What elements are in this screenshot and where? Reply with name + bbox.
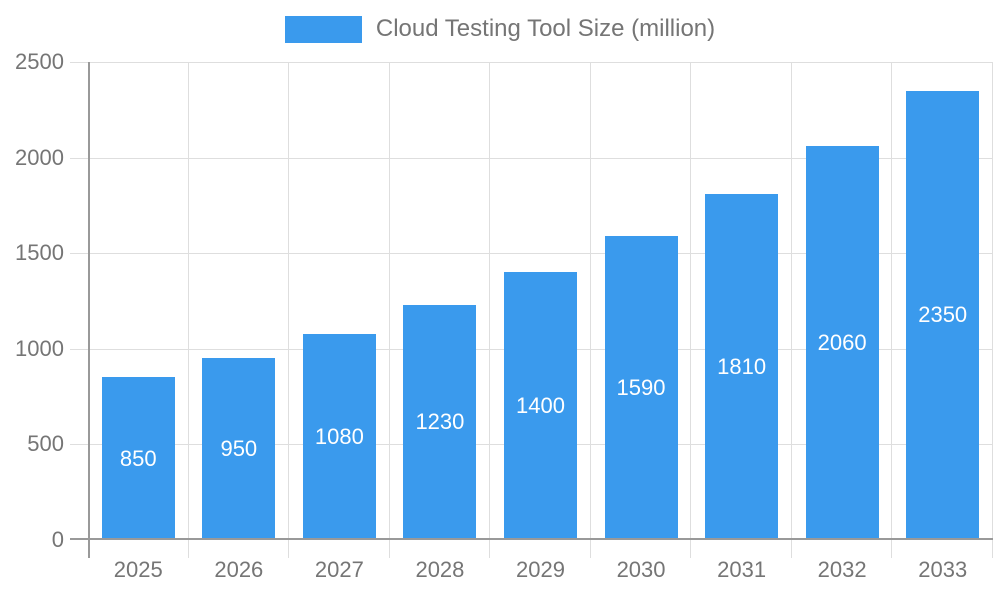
x-tick-label: 2028 [415, 557, 465, 582]
bar-column: 950 [189, 62, 290, 540]
bar-column: 2060 [792, 62, 893, 540]
x-tick-label: 2025 [113, 557, 163, 582]
bar-column: 1080 [289, 62, 390, 540]
gridline-x-3 [388, 62, 390, 558]
x-tick-label: 2031 [717, 557, 767, 582]
gridline-x-5 [589, 62, 591, 558]
bar-2033[interactable]: 2350 [906, 90, 980, 540]
bar-2026[interactable]: 950 [202, 358, 276, 540]
legend[interactable]: Cloud Testing Tool Size (million) [0, 15, 1000, 43]
gridline-y-2000 [70, 157, 993, 159]
gridline-x-7 [790, 62, 792, 558]
bar-value-label: 1230 [415, 409, 465, 435]
y-tick-label: 500 [27, 431, 64, 457]
gridline-x-8 [891, 62, 893, 558]
bar-value-label: 1810 [717, 353, 767, 379]
gridline-x-9 [992, 62, 993, 558]
x-tick-label: 2029 [516, 557, 565, 582]
bar-column: 2350 [892, 62, 993, 540]
gridline-x-4 [489, 62, 491, 558]
bar-value-label: 1590 [616, 375, 666, 400]
bar-column: 1810 [691, 62, 792, 540]
bar-column: 1400 [490, 62, 591, 540]
x-tick-label: 2033 [918, 557, 968, 582]
bar-2027[interactable]: 1080 [302, 333, 376, 540]
gridline-y-2500 [70, 62, 993, 63]
x-tick-label: 2030 [616, 557, 666, 582]
y-tick-label: 1500 [15, 240, 64, 266]
bar-2031[interactable]: 1810 [705, 193, 779, 540]
bar-value-label: 2350 [918, 302, 968, 328]
y-tick-label: 2000 [15, 144, 64, 170]
y-tick-label: 1000 [15, 335, 64, 361]
bar-2028[interactable]: 1230 [403, 304, 477, 540]
legend-label: Cloud Testing Tool Size (million) [375, 15, 716, 42]
bar-value-label: 850 [119, 445, 157, 471]
gridline-y-1500 [70, 253, 993, 255]
bar-2029[interactable]: 1400 [503, 272, 577, 540]
bar-2030[interactable]: 1590 [604, 236, 678, 540]
bar-2025[interactable]: 850 [101, 377, 175, 540]
bar-column: 1230 [390, 62, 491, 540]
legend-swatch [284, 15, 362, 43]
y-tick-label: 0 [51, 527, 64, 552]
y-axis-line [88, 62, 90, 558]
x-tick-label: 2027 [314, 557, 364, 582]
x-tick-label: 2032 [817, 557, 867, 582]
x-axis-line [70, 538, 993, 540]
x-tick-label: 2026 [214, 557, 264, 582]
bar-value-label: 1080 [314, 423, 364, 449]
bar-value-label: 1400 [516, 393, 565, 419]
bar-column: 1590 [591, 62, 692, 540]
bar-value-label: 2060 [817, 330, 867, 356]
gridline-x-1 [187, 62, 189, 558]
bar-column: 850 [88, 62, 189, 540]
y-tick-label: 2500 [15, 49, 64, 74]
plot-area: 850 950 1080 1230 1400 1590 1810 2060 2350 [70, 62, 993, 558]
bar-value-label: 950 [220, 436, 258, 462]
gridline-x-2 [288, 62, 290, 558]
gridline-x-6 [690, 62, 692, 558]
bar-2032[interactable]: 2060 [805, 146, 879, 540]
